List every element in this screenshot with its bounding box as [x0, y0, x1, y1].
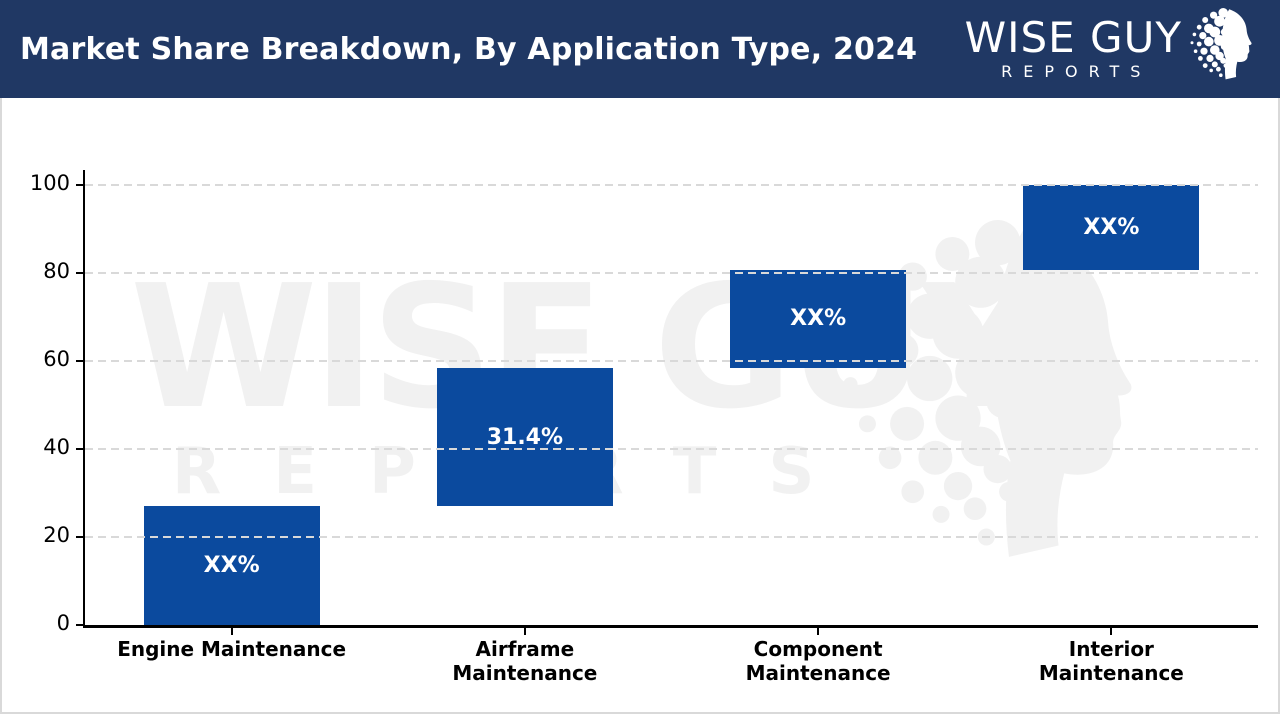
page-title: Market Share Breakdown, By Application T…	[20, 31, 918, 67]
y-axis-tick-100	[76, 184, 83, 186]
plot-area: 0 20 40 60 80 100 XX% Engine Maintenance 31.4% Ai…	[30, 170, 1258, 684]
x-axis-tick-interior-maintenance	[1110, 628, 1113, 635]
x-axis-tick-engine-maintenance	[230, 628, 233, 635]
bar-value-label-engine-maintenance: XX%	[203, 553, 260, 579]
y-gridline-60	[85, 360, 1258, 362]
y-axis-tick-label-80: 80	[43, 259, 70, 283]
header-bar: Market Share Breakdown, By Application T…	[0, 0, 1280, 98]
y-axis-tick-label-20: 20	[43, 523, 70, 547]
x-axis-label-component-maintenance: Component Maintenance	[745, 637, 891, 685]
bar-value-label-airframe-maintenance: 31.4%	[486, 424, 564, 450]
x-axis-tick-airframe-maintenance	[523, 628, 526, 635]
bar-component-maintenance: XX%	[730, 269, 907, 369]
y-axis-tick-80	[76, 272, 83, 274]
bar-value-label-interior-maintenance: XX%	[1083, 214, 1140, 240]
wise-guy-logo: WISE GUY REPORTS	[965, 8, 1258, 90]
bar-engine-maintenance: XX%	[143, 506, 320, 625]
logo-subtitle: REPORTS	[1001, 62, 1152, 81]
y-axis-tick-40	[76, 448, 83, 450]
y-axis-tick-label-60: 60	[43, 347, 70, 371]
bar-airframe-maintenance: 31.4%	[436, 368, 613, 507]
logo-wordmark: WISE GUY	[964, 13, 1182, 62]
y-axis-tick-0	[76, 624, 83, 626]
y-axis-tick-label-100: 100	[29, 171, 70, 195]
x-axis-tick-component-maintenance	[817, 628, 820, 635]
y-axis-tick-20	[76, 536, 83, 538]
y-gridline-40	[85, 448, 1258, 450]
y-axis-tick-60	[76, 360, 83, 362]
wise-guy-head-icon	[1186, 8, 1258, 90]
x-axis-label-airframe-maintenance: Airframe Maintenance	[452, 637, 598, 685]
y-axis-tick-label-0: 0	[56, 611, 70, 635]
bar-value-label-component-maintenance: XX%	[790, 306, 847, 332]
wise-guy-head-watermark-icon	[822, 220, 1162, 588]
logo-text: WISE GUY REPORTS	[964, 13, 1182, 82]
bar-interior-maintenance: XX%	[1023, 185, 1200, 270]
y-gridline-100	[85, 184, 1258, 186]
y-gridline-80	[85, 272, 1258, 274]
y-axis-tick-label-40: 40	[43, 435, 70, 459]
x-axis-label-engine-maintenance: Engine Maintenance	[117, 637, 347, 661]
y-gridline-20	[85, 536, 1258, 538]
x-axis-label-interior-maintenance: Interior Maintenance	[1038, 637, 1184, 685]
